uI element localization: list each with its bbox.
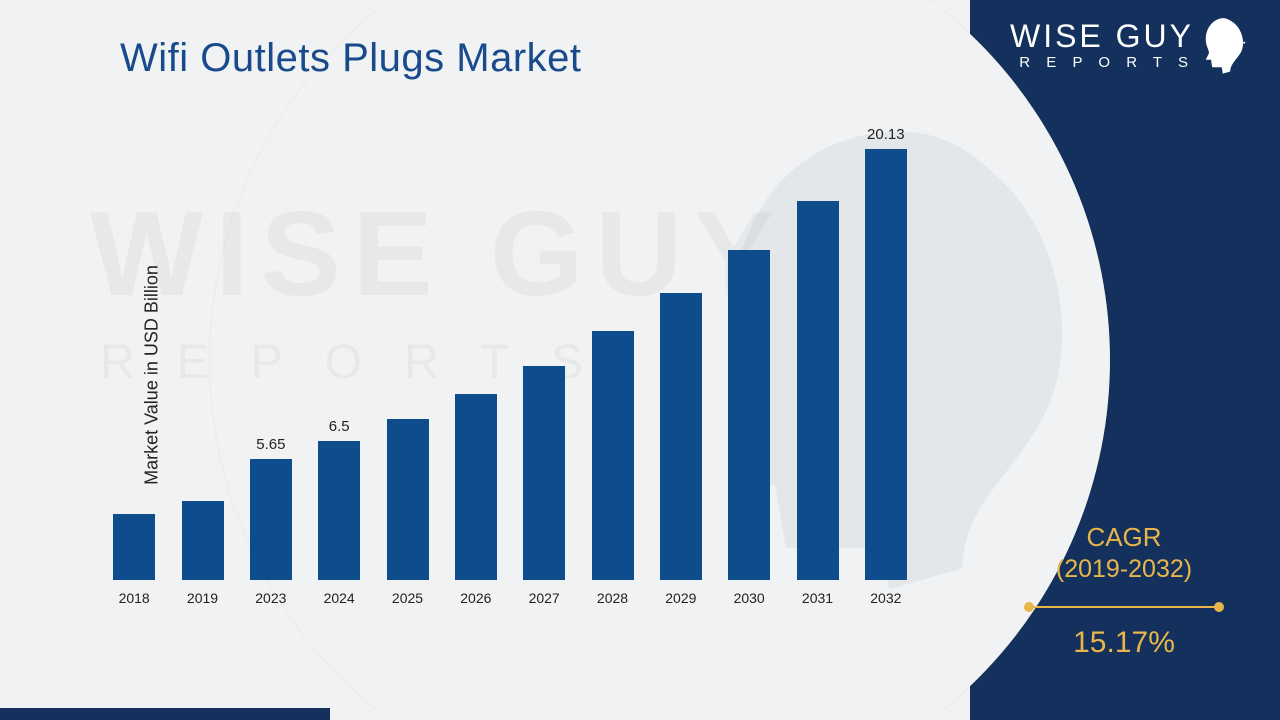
bar [728, 250, 770, 580]
bar [455, 394, 497, 580]
x-tick-label: 2028 [597, 590, 628, 606]
bar-value-label: 5.65 [256, 436, 285, 453]
page-root: WISE GUY REPORTS Wifi Outlets Plugs Mark… [0, 0, 1280, 720]
cagr-block: CAGR (2019-2032) 15.17% [1004, 523, 1244, 660]
bar: 20.13 [865, 149, 907, 580]
x-tick-label: 2025 [392, 590, 423, 606]
bar-value-label: 20.13 [867, 126, 905, 143]
x-tick-label: 2029 [665, 590, 696, 606]
bar-chart: Market Value in USD Billion 5.656.520.13… [60, 130, 920, 620]
bar [523, 366, 565, 580]
x-tick-label: 2019 [187, 590, 218, 606]
cagr-value: 15.17% [1004, 626, 1244, 660]
bar: 5.65 [250, 459, 292, 580]
x-tick-label: 2018 [119, 590, 150, 606]
brand-logo: WISE GUY R E P O R T S [1010, 20, 1252, 71]
cagr-divider [1029, 606, 1219, 608]
bar-value-label: 6.5 [329, 418, 350, 435]
chart-title: Wifi Outlets Plugs Market [120, 36, 582, 81]
x-tick-label: 2027 [529, 590, 560, 606]
x-axis: 2018 2019 2023 2024 2025 2026 2027 2028 2029 2030… [100, 580, 920, 620]
cagr-range: (2019-2032) [1004, 555, 1244, 584]
bar [592, 331, 634, 580]
x-tick-label: 2024 [324, 590, 355, 606]
bar [660, 293, 702, 580]
x-tick-label: 2023 [255, 590, 286, 606]
cagr-title: CAGR [1004, 523, 1244, 553]
bar [797, 201, 839, 580]
x-tick-label: 2032 [870, 590, 901, 606]
bar [182, 501, 224, 580]
footer-accent-bar [0, 708, 330, 720]
brand-head-icon [1198, 16, 1254, 80]
x-tick-label: 2031 [802, 590, 833, 606]
plot-area: 5.65 6.5 20.13 [100, 130, 920, 580]
x-tick-label: 2026 [460, 590, 491, 606]
bar [113, 514, 155, 580]
x-tick-label: 2030 [734, 590, 765, 606]
bar: 6.5 [318, 441, 360, 580]
bar [387, 419, 429, 580]
